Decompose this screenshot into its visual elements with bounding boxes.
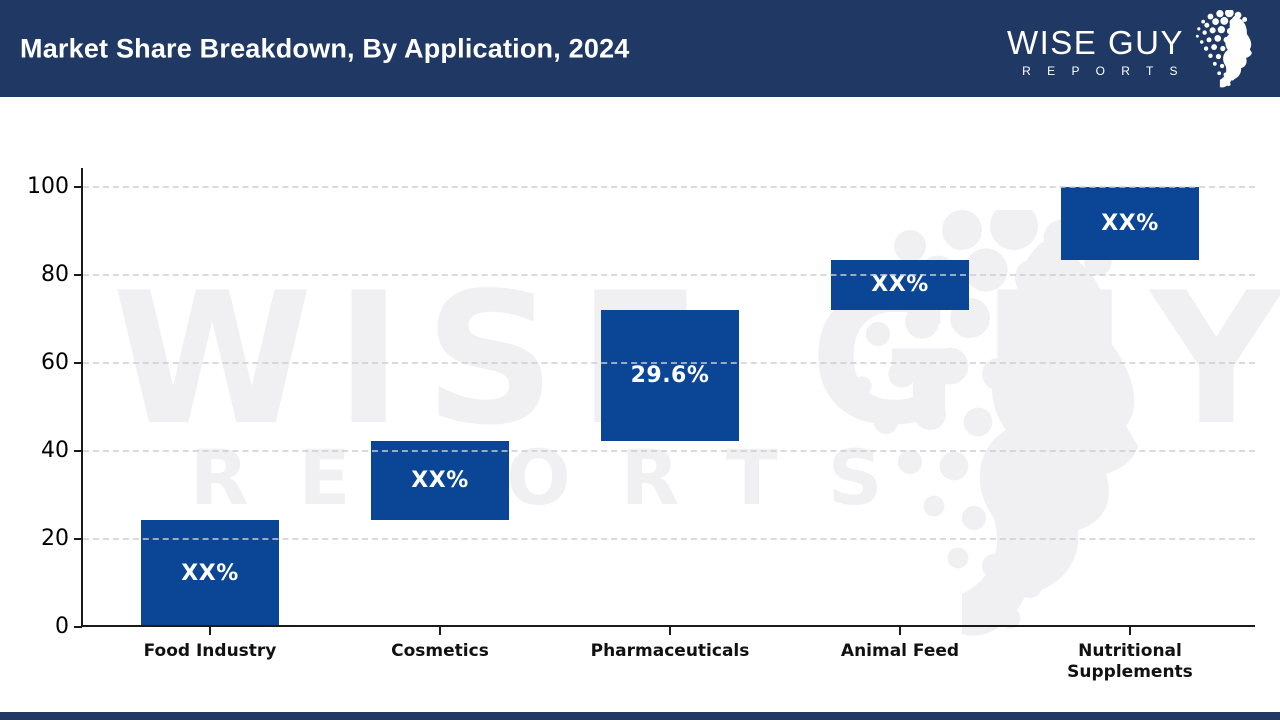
page-title: Market Share Breakdown, By Application, …	[20, 33, 630, 63]
y-tick-label: 40	[41, 437, 69, 463]
y-tick-mark	[74, 537, 82, 540]
x-category-label: Pharmaceuticals	[590, 641, 750, 661]
x-category-label: Cosmetics	[391, 641, 489, 661]
y-tick-label: 80	[41, 261, 69, 287]
y-axis-line	[81, 168, 83, 627]
gridline-40	[83, 449, 1255, 452]
y-tick-mark	[74, 361, 82, 364]
y-tick-label: 100	[27, 173, 69, 199]
bar-food-industry: XX%	[141, 520, 279, 627]
x-tick-mark	[669, 627, 671, 635]
bar-value-label: XX%	[871, 272, 929, 298]
bar-nutritional-supplements: XX%	[1061, 186, 1199, 260]
x-tick-mark	[439, 627, 441, 635]
bar-animal-feed: XX%	[831, 259, 969, 311]
brand-logo: WISE GUY R E P O R T S	[1007, 8, 1262, 90]
brand-tagline: R E P O R T S	[1022, 64, 1184, 78]
y-tick-mark	[74, 185, 82, 188]
x-category-label: Nutritional Supplements	[1067, 641, 1193, 683]
bar-value-label: XX%	[181, 561, 239, 587]
y-tick-label: 0	[55, 614, 69, 639]
x-category-label: Animal Feed	[840, 641, 960, 661]
y-tick-mark	[74, 626, 82, 628]
y-tick-label: 20	[41, 525, 69, 551]
bar-value-label: XX%	[1101, 210, 1159, 236]
gridline-100	[83, 185, 1255, 188]
x-tick-mark	[209, 627, 211, 635]
x-tick-mark	[1129, 627, 1131, 635]
bar-pharmaceuticals: 29.6%	[601, 310, 739, 441]
x-tick-mark	[899, 627, 901, 635]
gridline-80	[83, 273, 1255, 276]
brand-face-icon	[1182, 10, 1268, 90]
x-category-label: Food Industry	[143, 641, 277, 661]
header-bar: Market Share Breakdown, By Application, …	[0, 0, 1280, 97]
bar-value-label: 29.6%	[630, 362, 710, 388]
bar-cosmetics: XX%	[371, 440, 509, 521]
waterfall-chart: 0 20 40 60 80 100 XX% XX% 29.6% XX% XX% Food Indust…	[27, 164, 1255, 682]
gridline-20	[83, 537, 1255, 540]
watermark-brand-tagline: REPORTS	[190, 433, 933, 522]
y-tick-mark	[74, 449, 82, 452]
brand-name: WISE GUY	[1006, 24, 1184, 61]
y-tick-mark	[74, 273, 82, 276]
footer-bar	[0, 712, 1280, 720]
y-tick-label: 60	[41, 349, 69, 375]
gridline-60	[83, 361, 1255, 364]
x-axis-line	[81, 625, 1255, 627]
brand-logo-text: WISE GUY R E P O R T S	[1007, 26, 1184, 78]
bar-value-label: XX%	[411, 468, 469, 494]
